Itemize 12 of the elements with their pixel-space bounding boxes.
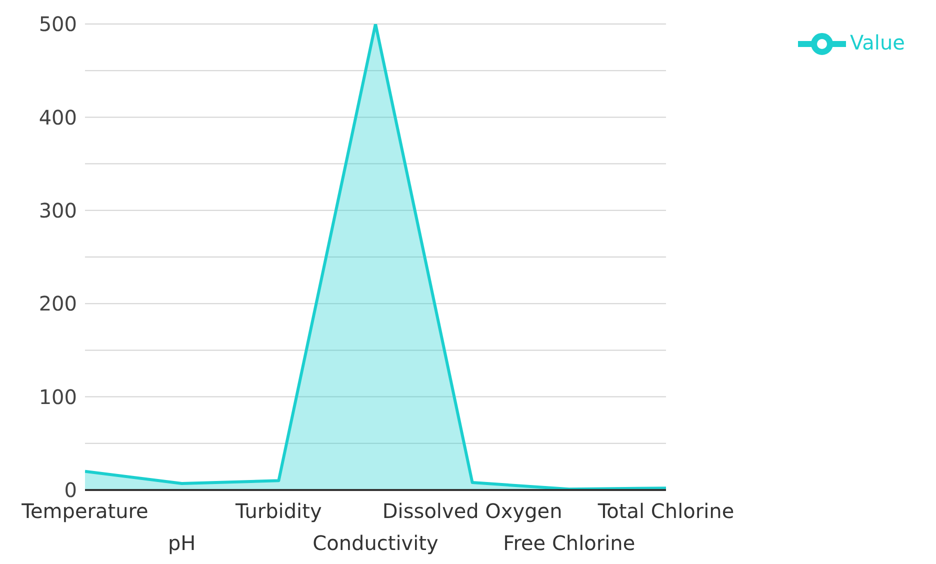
y-tick-label: 200 xyxy=(38,292,77,316)
y-tick-label: 100 xyxy=(38,384,77,409)
x-tick-label: pH xyxy=(168,531,196,555)
y-tick-label: 500 xyxy=(38,12,77,36)
y-tick-label: 300 xyxy=(38,198,77,222)
x-tick-label: Total Chlorine xyxy=(596,499,734,523)
x-tick-label: Free Chlorine xyxy=(503,531,636,555)
y-tick-label: 400 xyxy=(38,105,77,130)
x-tick-label: Turbidity xyxy=(234,499,322,523)
x-tick-label: Conductivity xyxy=(312,531,439,555)
legend-label: Value xyxy=(850,30,905,54)
x-tick-label: Dissolved Oxygen xyxy=(382,499,562,523)
